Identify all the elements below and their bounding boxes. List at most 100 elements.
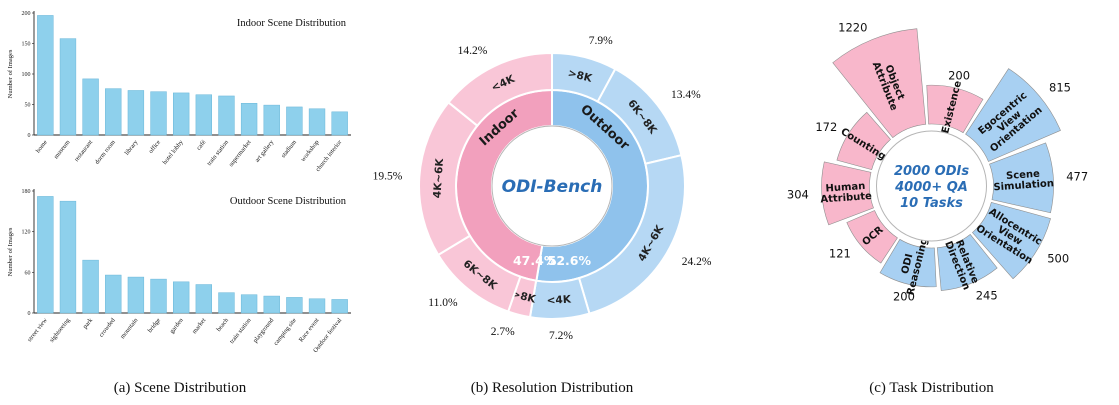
bar bbox=[263, 295, 280, 314]
x-category-label: hotel lobby bbox=[161, 138, 185, 166]
x-category-label: supermarket bbox=[228, 139, 253, 168]
y-tick-label: 200 bbox=[22, 11, 31, 17]
bar bbox=[150, 91, 167, 136]
outer-ring-percent: 14.2% bbox=[458, 45, 488, 57]
x-category-label: dorm room bbox=[94, 139, 117, 166]
outer-ring-label: >8K bbox=[567, 67, 594, 85]
x-category-label: art gallery bbox=[254, 138, 276, 163]
x-category-label: train station bbox=[206, 138, 231, 167]
x-category-label: mountain bbox=[119, 316, 140, 340]
y-tick-label: 120 bbox=[22, 230, 31, 236]
caption-scene-distribution: (a) Scene Distribution bbox=[113, 380, 247, 396]
x-category-label: park bbox=[82, 316, 95, 330]
bar bbox=[82, 259, 99, 314]
x-category-label: crowded bbox=[98, 316, 118, 338]
task-count: 500 bbox=[1047, 251, 1069, 265]
y-tick-label: 180 bbox=[22, 189, 31, 195]
x-category-label: Race event bbox=[298, 317, 321, 344]
bar bbox=[173, 281, 190, 314]
bar bbox=[308, 298, 326, 314]
rose: Existence200EgocentricViewOrientation815… bbox=[787, 20, 1088, 303]
x-category-label: home bbox=[35, 139, 49, 155]
panel-task-distribution: Existence 200 EgocentricViewOrientation 815… bbox=[744, 0, 1119, 405]
task-label: HumanAttribute bbox=[819, 180, 872, 205]
x-category-label: restaurant bbox=[73, 139, 94, 163]
y-tick-label: 150 bbox=[22, 42, 31, 48]
task-count: 172 bbox=[815, 120, 837, 134]
rose-center-label: 2000 ODIs 4000+ QA 10 Tasks bbox=[894, 164, 969, 211]
caption-task-distribution: (c) Task Distribution bbox=[869, 380, 994, 396]
task-count: 121 bbox=[829, 247, 851, 261]
indoor-scene-bar-chart: 0 50 100 150 200 home museum restaurant dorm roo… bbox=[7, 11, 351, 173]
x-category-label: camping site bbox=[272, 317, 298, 347]
chart-title: Outdoor Scene Distribution bbox=[230, 196, 347, 207]
bar bbox=[286, 297, 303, 314]
task-count: 1220 bbox=[838, 20, 867, 34]
donut: Outdoor52.6%Indoor47.4%>8K7.9%6K~8K13.4%… bbox=[373, 35, 712, 342]
task-wedge bbox=[971, 201, 1051, 280]
bar bbox=[308, 108, 326, 136]
task-count: 245 bbox=[976, 288, 998, 302]
bar bbox=[37, 196, 54, 314]
outer-ring-percent: 11.0% bbox=[428, 297, 458, 309]
x-category-label: café bbox=[195, 139, 207, 152]
bar bbox=[286, 106, 303, 136]
rose-center-circle bbox=[876, 130, 987, 242]
bar bbox=[331, 111, 348, 136]
y-tick-label: 100 bbox=[22, 72, 31, 78]
x-category-label: workshop bbox=[300, 139, 321, 163]
bar bbox=[263, 104, 280, 136]
task-wedge bbox=[821, 161, 874, 226]
bar bbox=[218, 292, 235, 314]
x-category-label: stadium bbox=[280, 139, 298, 159]
bar bbox=[105, 88, 122, 136]
task-wedge bbox=[879, 238, 937, 288]
x-category-label: library bbox=[123, 138, 139, 156]
outer-ring-percent: 7.2% bbox=[549, 330, 573, 342]
x-category-label: market bbox=[191, 317, 208, 335]
donut-center-label: ODI-Bench bbox=[502, 177, 603, 197]
bar bbox=[150, 278, 167, 314]
task-wedge bbox=[989, 142, 1054, 214]
x-category-label: garden bbox=[169, 316, 186, 335]
outer-ring-percent: 2.7% bbox=[491, 326, 515, 338]
inner-ring-percent: 52.6% bbox=[548, 253, 592, 268]
bar bbox=[59, 38, 77, 136]
y-axis-label: Number of Images bbox=[7, 49, 14, 98]
y-tick-label: 60 bbox=[25, 270, 31, 276]
x-category-label: playground bbox=[252, 316, 276, 344]
y-tick-label: 0 bbox=[28, 133, 31, 139]
task-count: 477 bbox=[1066, 170, 1088, 184]
outer-ring-percent: 7.9% bbox=[589, 35, 613, 47]
task-rose-chart: Existence200EgocentricViewOrientation815… bbox=[787, 20, 1088, 303]
resolution-donut-chart: Outdoor52.6%Indoor47.4%>8K7.9%6K~8K13.4%… bbox=[373, 35, 712, 342]
y-tick-label: 50 bbox=[25, 103, 31, 109]
bar bbox=[105, 274, 122, 314]
panel-scene-distribution: 0 50 100 150 200 home museum restaurant dorm roo… bbox=[0, 0, 360, 405]
x-category-label: museum bbox=[53, 139, 72, 160]
bar bbox=[82, 78, 99, 136]
inner-ring-percent: 47.4% bbox=[513, 253, 557, 268]
outer-ring-label: 4K~6K bbox=[431, 157, 446, 198]
task-wedge bbox=[846, 210, 898, 264]
task-count: 200 bbox=[893, 289, 915, 303]
task-wedge bbox=[936, 233, 998, 291]
x-category-label: sightseeing bbox=[48, 316, 72, 344]
y-tick-label: 0 bbox=[28, 311, 31, 317]
x-category-label: office bbox=[147, 139, 162, 155]
bar bbox=[127, 90, 145, 136]
chart-title: Indoor Scene Distribution bbox=[237, 18, 347, 29]
task-wedge bbox=[836, 111, 892, 171]
bar bbox=[59, 200, 77, 314]
bar bbox=[195, 284, 212, 314]
task-wedge bbox=[965, 68, 1061, 162]
outer-ring-label: <4K bbox=[546, 294, 572, 307]
x-category-label: bridge bbox=[147, 317, 163, 334]
outdoor-scene-bar-chart: 0 60 120 180 street view sightseeing park crowd… bbox=[7, 189, 351, 354]
task-count: 815 bbox=[1049, 80, 1071, 94]
bar bbox=[173, 92, 190, 136]
bar bbox=[195, 94, 212, 136]
task-wedge bbox=[832, 28, 927, 139]
x-category-label: street view bbox=[26, 317, 49, 344]
